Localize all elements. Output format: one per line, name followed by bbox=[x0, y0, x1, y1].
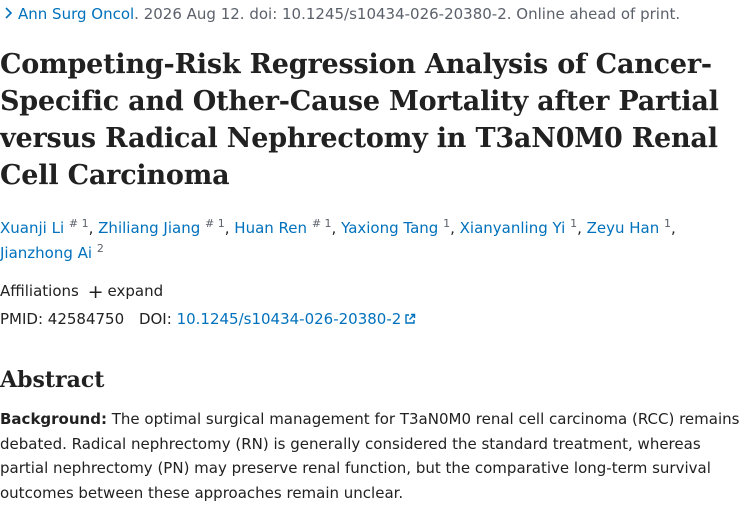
author-link[interactable]: Zhiliang Jiang bbox=[98, 219, 201, 237]
doi-link[interactable]: 10.1245/s10434-026-20380-2 bbox=[177, 310, 417, 328]
citation-line: Ann Surg Oncol. 2026 Aug 12. doi: 10.124… bbox=[2, 4, 680, 24]
citation-details: . 2026 Aug 12. doi: 10.1245/s10434-026-2… bbox=[134, 5, 681, 23]
doi-label: DOI: bbox=[138, 310, 172, 328]
author-link[interactable]: Jianzhong Ai bbox=[0, 244, 93, 262]
affiliations-expand-button[interactable]: + expand bbox=[87, 281, 164, 303]
author-affiliation-sup[interactable]: # 1 bbox=[205, 217, 225, 230]
author-affiliation-sup[interactable]: # 1 bbox=[68, 217, 89, 230]
affiliations-label: Affiliations bbox=[0, 282, 79, 300]
identifiers-row: PMID: 42584750 DOI: 10.1245/s10434-026-2… bbox=[0, 309, 416, 329]
affiliations-row: Affiliations + expand bbox=[0, 281, 163, 302]
plus-icon: + bbox=[87, 281, 104, 303]
author-list: Xuanji Li # 1, Zhiliang Jiang # 1, Huan … bbox=[0, 217, 676, 262]
author-link[interactable]: Yaxiong Tang bbox=[341, 219, 439, 237]
author-link[interactable]: Huan Ren bbox=[234, 219, 308, 237]
author-link[interactable]: Xuanji Li bbox=[0, 219, 65, 237]
author-affiliation-sup[interactable]: 1 bbox=[664, 217, 672, 230]
background-text: The optimal surgical management for T3aN… bbox=[0, 410, 740, 502]
article-title: Competing-Risk Regression Analysis of Ca… bbox=[0, 49, 719, 191]
author-link[interactable]: Zeyu Han bbox=[586, 219, 660, 237]
expand-label: expand bbox=[107, 282, 164, 300]
external-link-icon bbox=[405, 313, 416, 324]
author-affiliation-sup[interactable]: 1 bbox=[570, 217, 578, 230]
author-link[interactable]: Xianyanling Yi bbox=[459, 219, 566, 237]
pmid-value: 42584750 bbox=[47, 310, 125, 328]
doi-value: 10.1245/s10434-026-20380-2 bbox=[176, 310, 402, 328]
abstract-background: Background: The optimal surgical managem… bbox=[0, 407, 745, 505]
pmid-label: PMID: bbox=[0, 310, 44, 328]
author-affiliation-sup[interactable]: # 1 bbox=[311, 217, 332, 230]
background-label: Background: bbox=[0, 410, 107, 428]
journal-link[interactable]: Ann Surg Oncol bbox=[18, 5, 135, 23]
abstract-heading: Abstract bbox=[0, 367, 105, 393]
chevron-right-icon bbox=[5, 7, 13, 19]
author-affiliation-sup[interactable]: 1 bbox=[443, 217, 451, 230]
author-affiliation-sup[interactable]: 2 bbox=[96, 242, 104, 255]
